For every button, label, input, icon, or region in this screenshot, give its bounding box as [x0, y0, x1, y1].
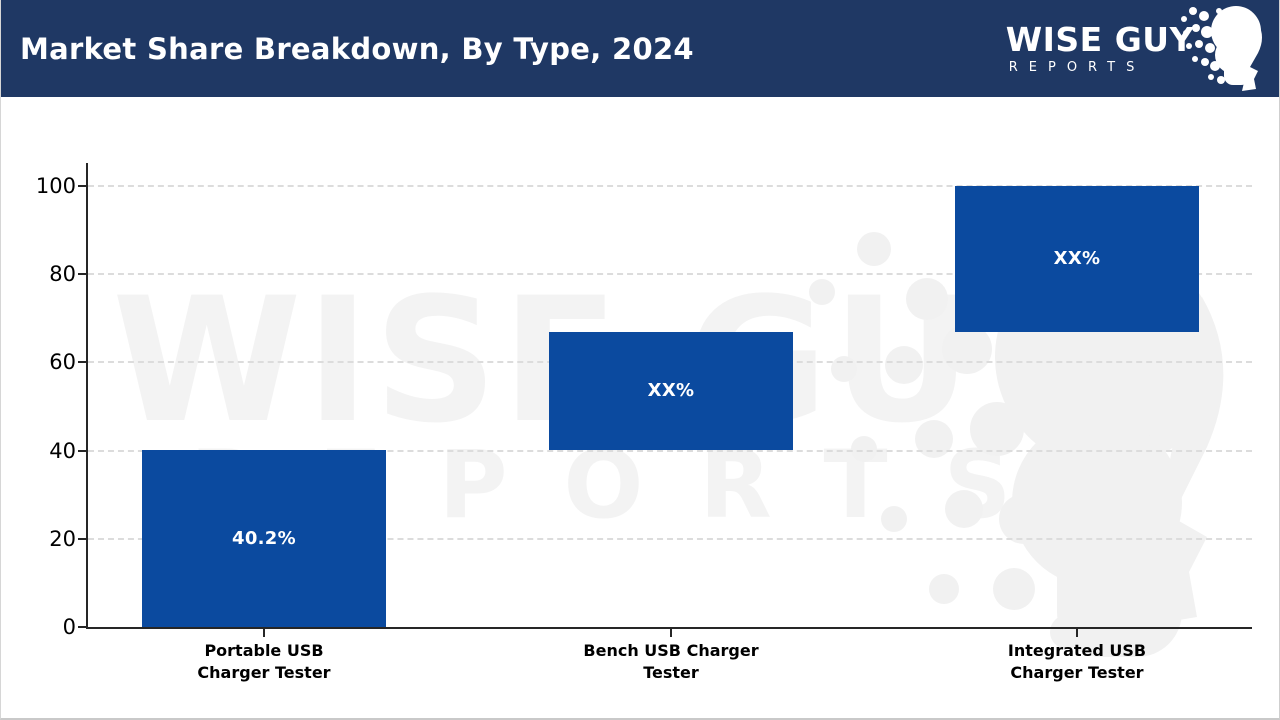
- x-axis: [86, 627, 1252, 629]
- brand-wordmark-secondary: REPORTS: [1008, 60, 1146, 75]
- y-tick-label-0: 0: [62, 615, 76, 639]
- bar-value-label: XX%: [1053, 248, 1101, 270]
- gridline-y80: [88, 273, 1252, 276]
- y-tick-80: [78, 273, 86, 276]
- header: Market Share Breakdown, By Type, 2024 WI…: [0, 0, 1280, 97]
- bar-segment: XX%: [549, 331, 793, 450]
- x-tick: [670, 629, 672, 637]
- category-label: Bench USB Charger Tester: [583, 641, 759, 682]
- y-tick-label-80: 80: [49, 262, 76, 287]
- gridline-y100: [88, 185, 1252, 187]
- brand-logo: WISE GUY REPORTS: [1006, 3, 1266, 95]
- x-tick: [263, 629, 265, 637]
- bar-value-label: 40.2%: [232, 527, 296, 549]
- dotted-head-icon: [1174, 3, 1266, 95]
- bar-segment: XX%: [955, 186, 1199, 332]
- bar-value-label: XX%: [647, 380, 695, 402]
- y-tick-20: [78, 537, 86, 540]
- page-title: Market Share Breakdown, By Type, 2024: [20, 31, 694, 66]
- y-tick-60: [78, 361, 86, 364]
- y-tick-100: [78, 185, 86, 187]
- y-tick-label-20: 20: [49, 526, 76, 551]
- gridline-y20: [88, 537, 1252, 540]
- y-tick-40: [78, 449, 86, 452]
- gridline-y40: [88, 449, 1252, 452]
- category-label: Integrated USB Charger Tester: [1007, 641, 1147, 682]
- x-tick: [1076, 629, 1078, 637]
- y-tick-0: [78, 626, 86, 628]
- y-tick-label-40: 40: [49, 438, 76, 463]
- brand-wordmark-primary: WISE GUY: [1005, 20, 1194, 59]
- bar-segment: 40.2%: [142, 449, 386, 627]
- y-tick-label-100: 100: [35, 174, 76, 198]
- y-tick-label-60: 60: [49, 350, 76, 375]
- category-label: Portable USB Charger Tester: [197, 641, 331, 682]
- chart-canvas: WISE GUY REPORTS 0 20 40 60 80 100 40.2% Portab…: [0, 97, 1280, 720]
- y-axis: [86, 163, 88, 629]
- brand-wordmark: WISE GUY REPORTS: [1006, 23, 1194, 74]
